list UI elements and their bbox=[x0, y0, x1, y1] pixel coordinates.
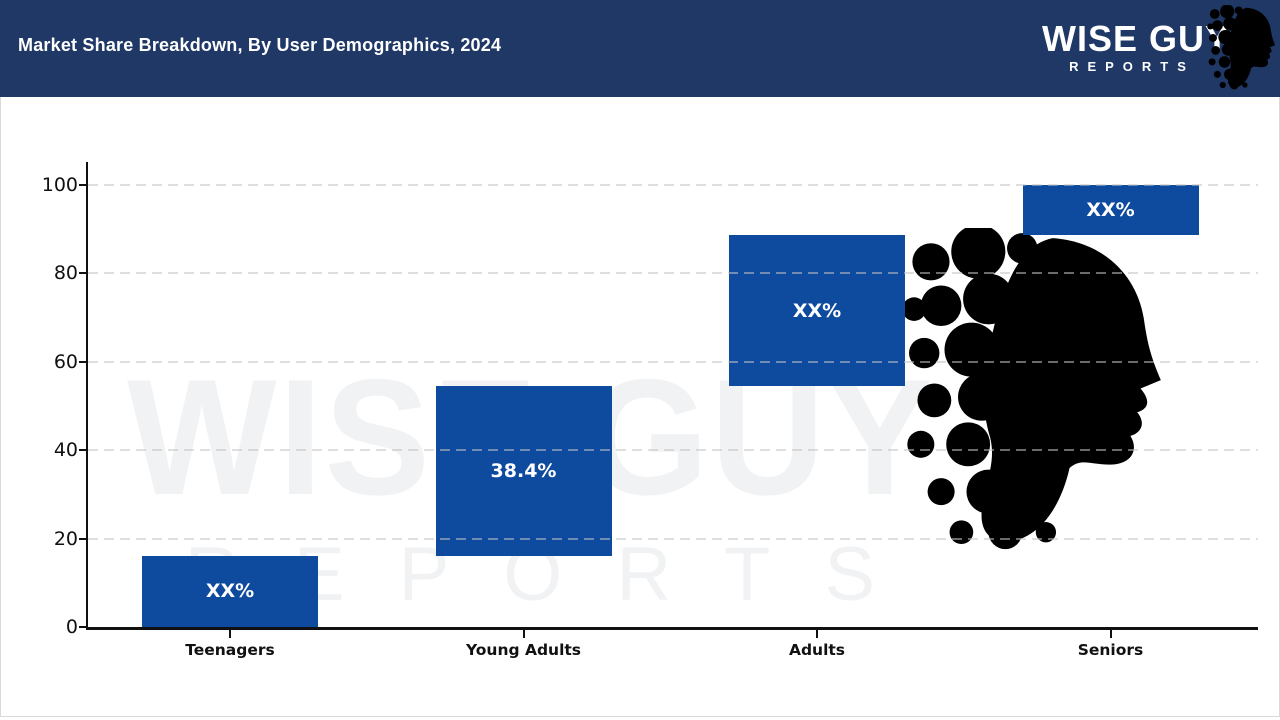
gridline bbox=[88, 537, 1258, 540]
gridline bbox=[88, 184, 1258, 186]
x-axis-label: Teenagers bbox=[185, 641, 275, 659]
y-axis-spine bbox=[86, 162, 88, 630]
y-tick-label: 80 bbox=[53, 262, 78, 285]
y-tick-label: 100 bbox=[41, 174, 78, 196]
y-tick-mark bbox=[79, 449, 87, 452]
header-bar: Market Share Breakdown, By User Demograp… bbox=[0, 0, 1280, 97]
y-tick-label: 40 bbox=[53, 439, 78, 462]
logo-line1: WISE GUY bbox=[1042, 18, 1231, 59]
y-tick-label: 60 bbox=[53, 350, 78, 373]
bar-value-label: XX% bbox=[792, 299, 842, 322]
y-tick-label: 0 bbox=[65, 616, 78, 638]
bar-teenagers bbox=[142, 555, 318, 627]
x-axis-spine bbox=[86, 627, 1258, 630]
x-axis-label: Adults bbox=[788, 641, 846, 659]
gridline bbox=[88, 360, 1258, 363]
logo-line2: REPORTS bbox=[1069, 58, 1195, 74]
y-tick-mark bbox=[79, 537, 87, 540]
x-tick-mark bbox=[1109, 630, 1112, 638]
y-tick-label: 20 bbox=[53, 527, 78, 550]
x-tick-mark bbox=[229, 630, 231, 638]
bar-value-label: XX% bbox=[1086, 198, 1135, 221]
gridline bbox=[88, 449, 1258, 452]
bar-value-label: 38.4% bbox=[490, 459, 557, 482]
y-tick-mark bbox=[79, 360, 87, 363]
bar-value-label: XX% bbox=[205, 580, 255, 603]
y-tick-mark bbox=[79, 626, 87, 628]
x-tick-mark bbox=[522, 630, 525, 638]
y-tick-mark bbox=[79, 272, 87, 275]
bar-young-adults bbox=[435, 386, 612, 556]
x-tick-mark bbox=[816, 630, 818, 638]
x-axis-label: Seniors bbox=[1077, 641, 1144, 659]
gridline bbox=[88, 272, 1258, 275]
y-tick-mark bbox=[79, 184, 87, 186]
wiseguy-logo-wordmark: WISE GUY REPORTS bbox=[1042, 18, 1231, 74]
x-axis-label: Young Adults bbox=[465, 641, 582, 659]
bar-seniors bbox=[1022, 185, 1199, 235]
chart-title: Market Share Breakdown, By User Demograp… bbox=[18, 35, 502, 55]
